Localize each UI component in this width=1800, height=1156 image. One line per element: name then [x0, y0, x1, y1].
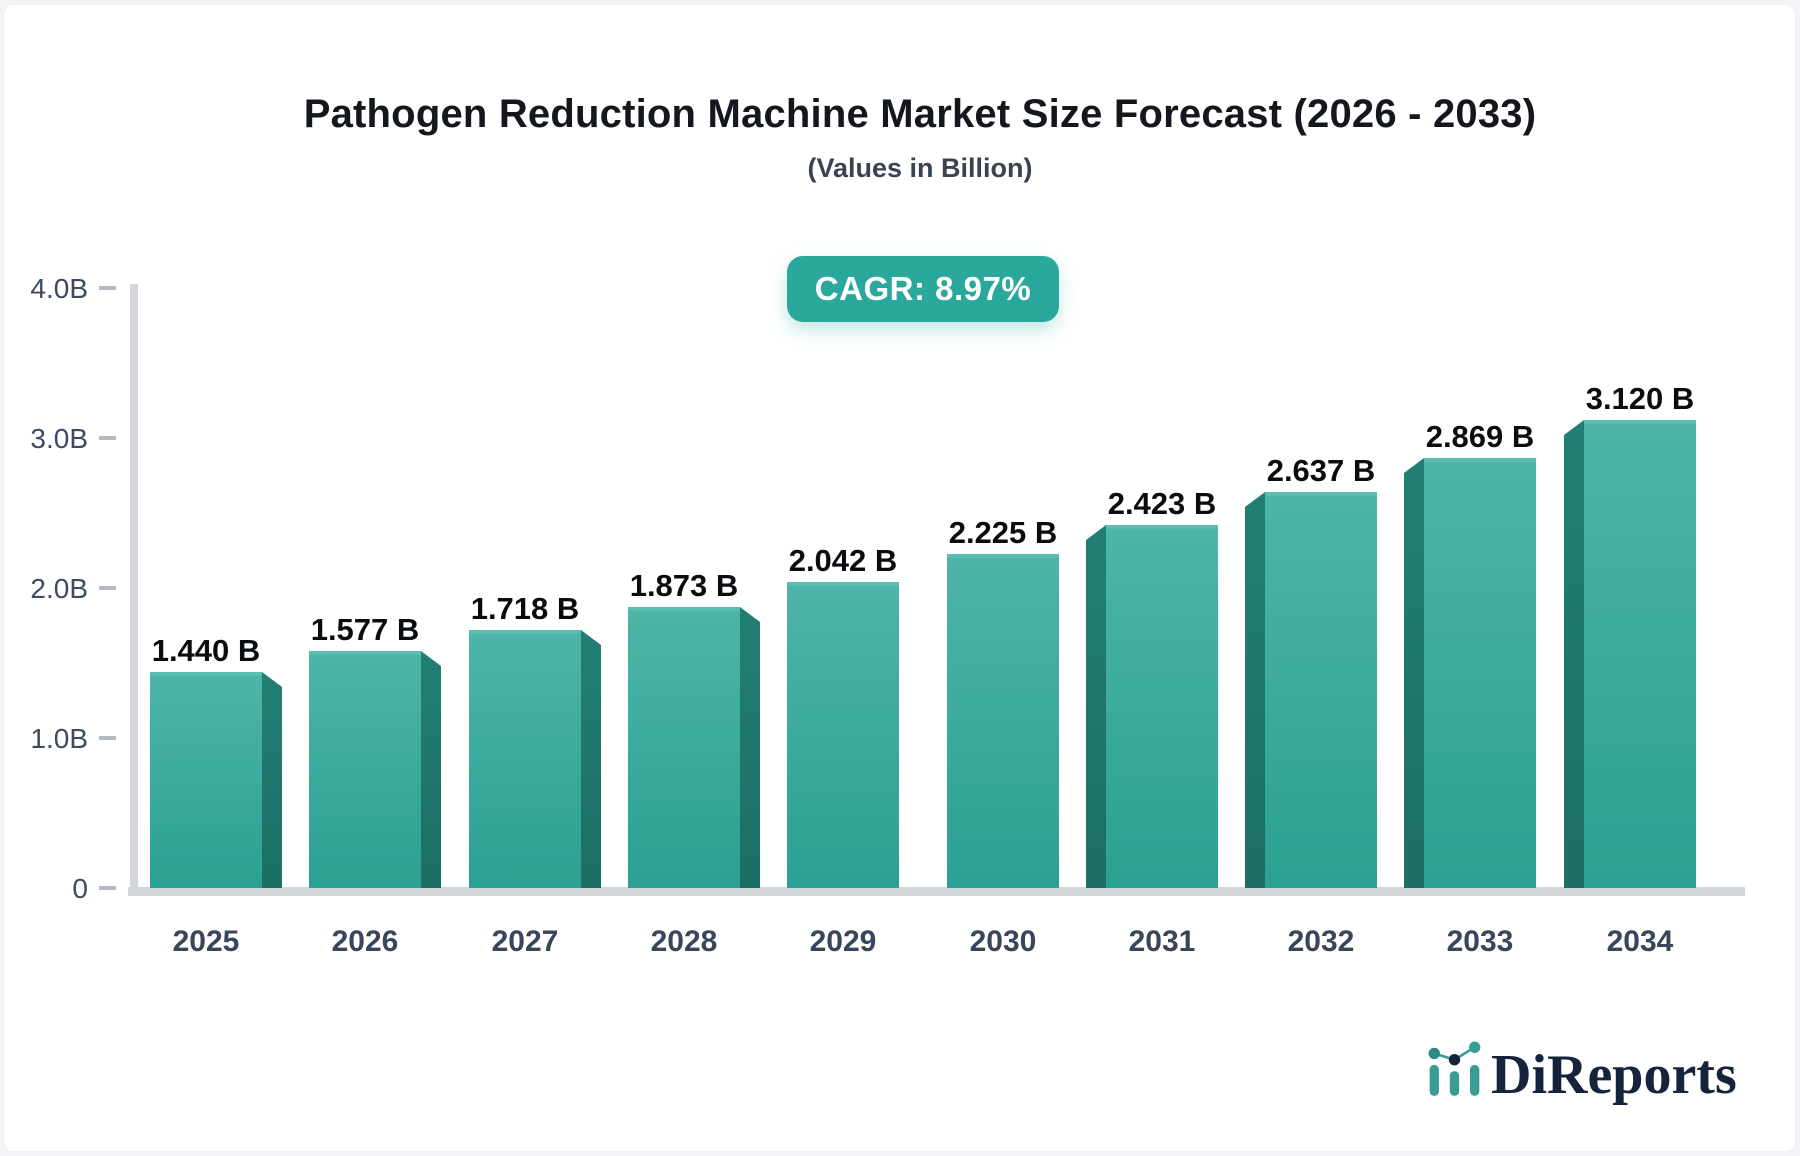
- bar-side-face: [1404, 458, 1424, 888]
- bar-top-edge: [628, 607, 740, 611]
- bar-top-edge: [1106, 525, 1218, 529]
- y-axis-tick: [99, 286, 116, 290]
- direports-logo-text: DiReports: [1491, 1044, 1737, 1106]
- y-axis-tick-label: 2.0B: [30, 573, 88, 604]
- x-axis-category-label: 2025: [173, 925, 240, 958]
- x-axis-category-label: 2034: [1607, 925, 1674, 958]
- y-axis-tick-label: 1.0B: [30, 723, 88, 754]
- bar-side-face: [581, 630, 601, 888]
- bar-2032: 2.637 B 2032: [1245, 453, 1377, 958]
- chart-subtitle: (Values in Billion): [807, 153, 1033, 183]
- x-axis-category-label: 2033: [1447, 925, 1514, 958]
- bar-top-edge: [1424, 458, 1536, 462]
- bar-value-label: 2.225 B: [949, 515, 1058, 550]
- bar-2030: 2.225 B 2030: [947, 515, 1059, 958]
- bar-side-face: [1564, 420, 1584, 888]
- bar-face: [947, 554, 1059, 888]
- bar-face: [1424, 458, 1536, 888]
- bar-value-label: 1.718 B: [471, 591, 580, 626]
- bar-value-label: 1.440 B: [152, 633, 261, 668]
- bar-face: [787, 582, 899, 888]
- bar-side-face: [421, 651, 441, 888]
- bar-value-label: 2.869 B: [1426, 419, 1535, 454]
- bar-2029: 2.042 B 2029: [787, 543, 899, 958]
- x-axis-category-label: 2027: [492, 925, 559, 958]
- bar-side-face: [740, 607, 760, 888]
- bar-value-label: 2.042 B: [789, 543, 898, 578]
- y-axis-tick-label: 4.0B: [30, 273, 88, 304]
- bar-2031: 2.423 B 2031: [1086, 486, 1218, 958]
- bar-top-edge: [469, 630, 581, 634]
- x-axis-line: [128, 887, 1745, 896]
- bar-top-edge: [787, 582, 899, 586]
- bar-top-edge: [1265, 492, 1377, 496]
- direports-logo: DiReports: [1428, 1034, 1737, 1103]
- bar-2026: 1.577 B 2026: [309, 612, 441, 958]
- bar-face: [628, 607, 740, 888]
- bar-side-face: [262, 672, 282, 888]
- bar-face: [1265, 492, 1377, 888]
- bar-top-edge: [150, 672, 262, 676]
- x-axis-category-label: 2029: [810, 925, 877, 958]
- bar-value-label: 1.873 B: [630, 568, 739, 603]
- mini-bar-chart-icon: [1428, 1041, 1481, 1096]
- bar-side-face: [1245, 492, 1265, 888]
- y-axis-tick-label: 3.0B: [30, 423, 88, 454]
- bar-face: [469, 630, 581, 888]
- bar-2028: 1.873 B 2028: [628, 568, 760, 958]
- bar-2027: 1.718 B 2027: [469, 591, 601, 958]
- y-axis-tick: [99, 436, 116, 440]
- bar-face: [1106, 525, 1218, 888]
- x-axis-category-label: 2032: [1288, 925, 1355, 958]
- x-axis-category-label: 2031: [1129, 925, 1196, 958]
- cagr-badge: CAGR: 8.97%: [787, 256, 1059, 322]
- y-axis-tick: [99, 586, 116, 590]
- bar-value-label: 3.120 B: [1586, 381, 1695, 416]
- bar-top-edge: [309, 651, 421, 655]
- x-axis-category-label: 2030: [970, 925, 1037, 958]
- bar-face: [1584, 420, 1696, 888]
- bar-2033: 2.869 B 2033: [1404, 419, 1536, 958]
- cagr-badge-label: CAGR: 8.97%: [814, 270, 1032, 307]
- x-axis-category-label: 2026: [332, 925, 399, 958]
- bar-value-label: 2.423 B: [1108, 486, 1217, 521]
- bar-face: [309, 651, 421, 888]
- chart-title: Pathogen Reduction Machine Market Size F…: [303, 92, 1537, 136]
- y-axis-line: [130, 284, 138, 896]
- y-axis-tick: [99, 736, 116, 740]
- bar-face: [150, 672, 262, 888]
- bar-2034: 3.120 B 2034: [1564, 381, 1696, 958]
- bar-value-label: 1.577 B: [311, 612, 420, 647]
- y-axis-tick-label: 0: [72, 873, 88, 904]
- chart-header: Pathogen Reduction Machine Market Size F…: [40, 92, 1800, 184]
- bar-2025: 1.440 B 2025: [150, 633, 282, 958]
- bar-top-edge: [1584, 420, 1696, 424]
- bar-value-label: 2.637 B: [1267, 453, 1376, 488]
- bar-top-edge: [947, 554, 1059, 558]
- x-axis-category-label: 2028: [651, 925, 718, 958]
- bar-side-face: [1086, 525, 1106, 888]
- y-axis-tick: [99, 886, 116, 890]
